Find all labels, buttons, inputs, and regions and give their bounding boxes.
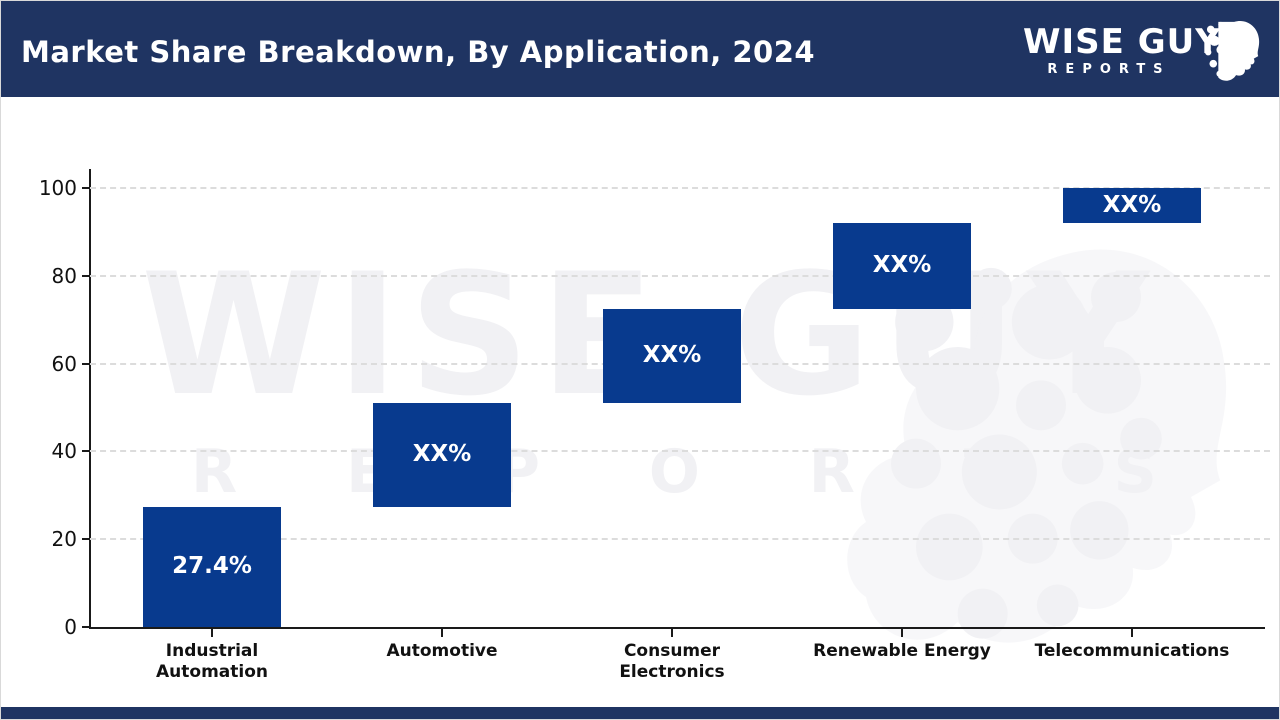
brand-subtitle: REPORTS: [1047, 62, 1171, 77]
gridline: [90, 187, 1270, 189]
x-axis-tick: [211, 629, 213, 637]
y-axis-tick: [82, 274, 90, 277]
brand-logo: WISE GUY REPORTS: [1023, 9, 1263, 93]
header-bar: Market Share Breakdown, By Application, …: [1, 1, 1279, 97]
y-axis-tick: [82, 187, 90, 189]
x-axis-tick: [1131, 629, 1133, 637]
footer-bar: [1, 707, 1279, 719]
x-category-label: Renewable Energy: [813, 641, 991, 661]
gridline: [90, 538, 1270, 541]
bar-value-label: 27.4%: [172, 552, 252, 579]
page-title: Market Share Breakdown, By Application, …: [21, 35, 816, 69]
x-axis-tick: [671, 629, 673, 637]
brand-logo-text: WISE GUY REPORTS: [1023, 22, 1221, 77]
x-axis-tick: [901, 629, 903, 637]
y-tick-label: 60: [51, 351, 77, 376]
bar-segment: 27.4%: [143, 506, 281, 627]
y-tick-label: 80: [51, 263, 77, 288]
y-axis-tick: [82, 626, 90, 628]
gridline: [90, 274, 1270, 277]
gridline: [90, 450, 1270, 453]
bar-segment: XX%: [833, 223, 971, 309]
x-category-label: Consumer Electronics: [619, 641, 725, 682]
y-tick-label: 100: [38, 176, 77, 200]
brand-name: WISE GUY: [1023, 22, 1221, 62]
brand-head-dots-icon: [1205, 20, 1260, 81]
bar-value-label: XX%: [1102, 191, 1162, 218]
y-axis-tick: [82, 450, 90, 453]
bar-value-label: XX%: [412, 440, 472, 467]
bar-segment: XX%: [373, 403, 511, 507]
bar-value-label: XX%: [872, 251, 932, 278]
y-axis-tick: [82, 538, 90, 541]
bar-segment: XX%: [603, 308, 741, 404]
bar-value-label: XX%: [642, 341, 702, 368]
y-tick-label: 40: [51, 439, 77, 464]
y-axis-line: [89, 169, 91, 629]
y-tick-label: 0: [64, 615, 77, 639]
x-axis-tick: [441, 629, 443, 637]
y-axis-tick: [82, 362, 90, 365]
bar-segment: XX%: [1063, 188, 1201, 224]
x-category-label: Industrial Automation: [156, 641, 268, 682]
x-category-label: Telecommunications: [1034, 641, 1230, 661]
x-category-label: Automotive: [386, 641, 498, 661]
y-tick-label: 20: [51, 527, 77, 552]
x-axis-line: [89, 627, 1265, 629]
